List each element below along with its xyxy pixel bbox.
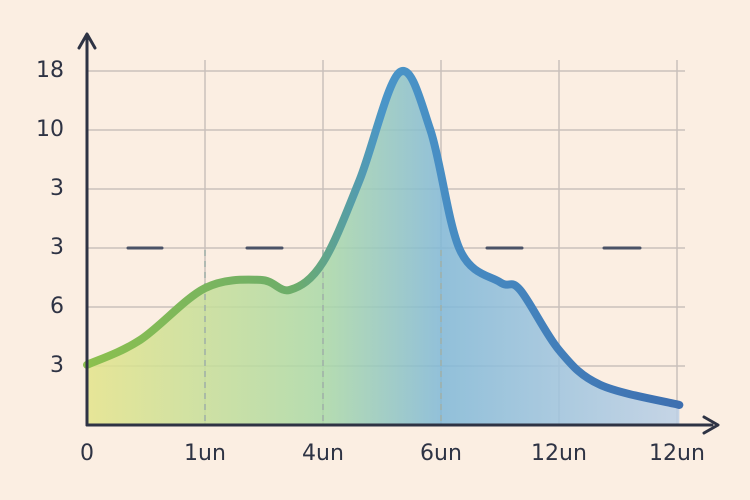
- y-tick-label: 18: [36, 58, 64, 83]
- y-tick-label: 3: [50, 353, 64, 378]
- y-tick-label: 10: [36, 117, 64, 142]
- axes: [77, 32, 720, 435]
- x-tick-label: 12un: [649, 441, 705, 466]
- plot: [83, 66, 684, 425]
- x-tick-label: 6un: [420, 441, 462, 466]
- x-tick-label: 4un: [302, 441, 344, 466]
- area-fill: [87, 70, 680, 425]
- y-tick-label: 3: [50, 176, 64, 201]
- x-tick-label: 0: [80, 441, 94, 466]
- x-tick-label: 12un: [531, 441, 587, 466]
- y-tick-label: 3: [50, 235, 64, 260]
- x-tick-label: 1un: [184, 441, 226, 466]
- y-tick-label: 6: [50, 294, 64, 319]
- area-line: [83, 66, 684, 409]
